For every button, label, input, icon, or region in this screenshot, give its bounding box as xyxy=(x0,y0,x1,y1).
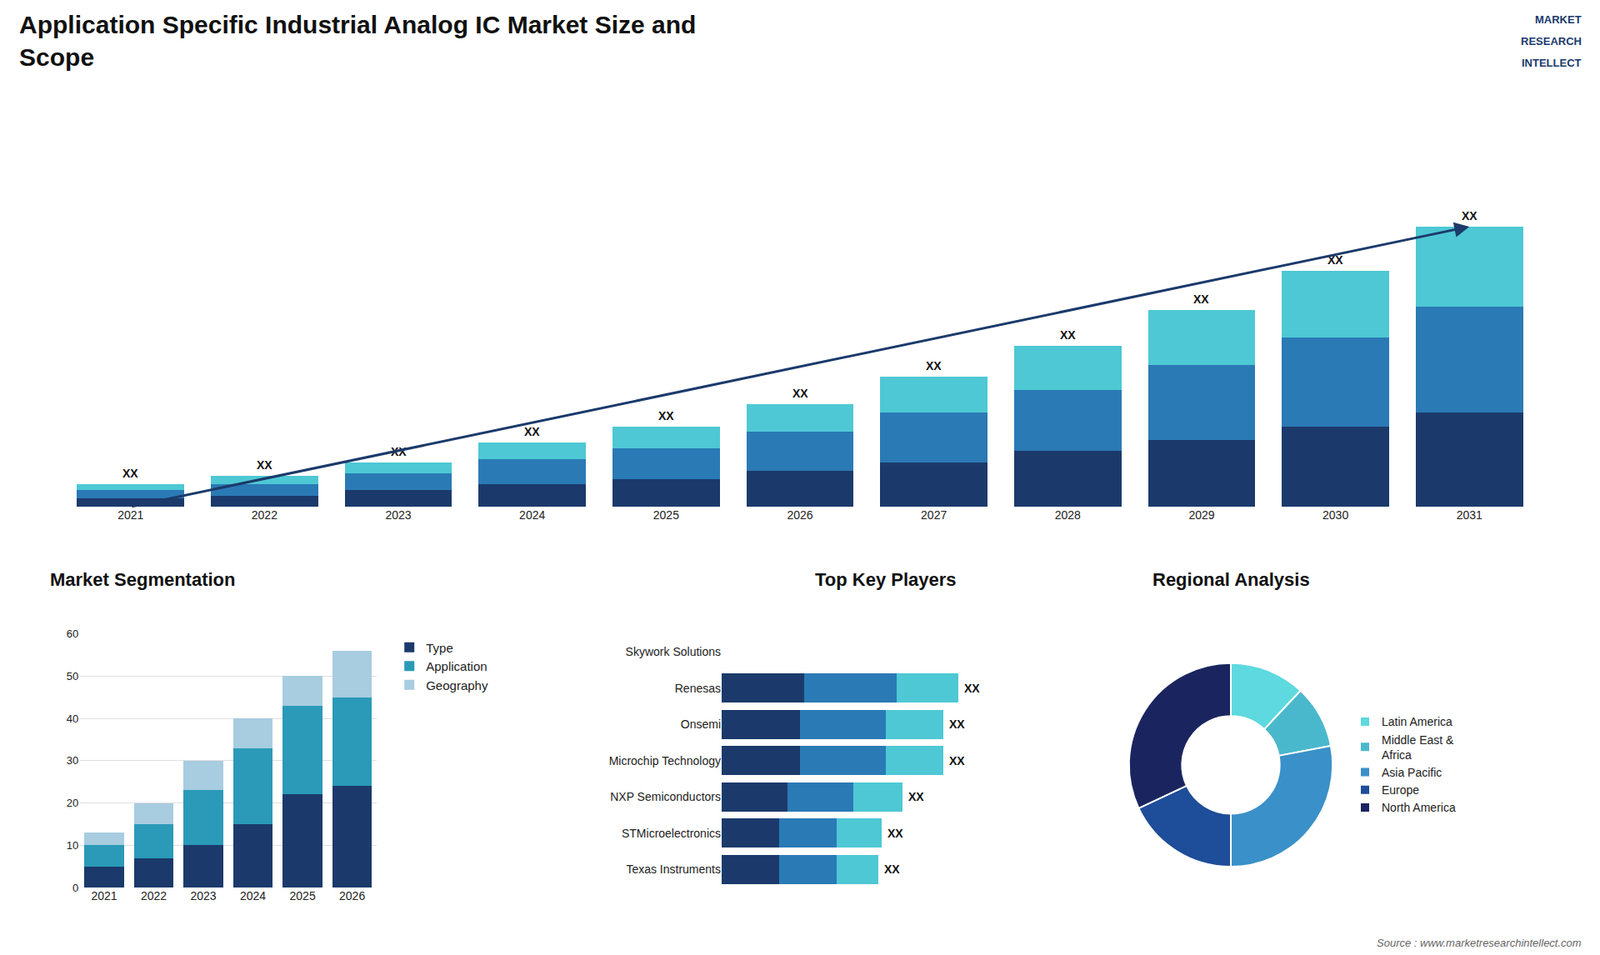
svg-text:Geography: Geography xyxy=(425,678,489,693)
svg-text:2024: 2024 xyxy=(519,508,545,522)
svg-text:XX: XX xyxy=(122,466,139,480)
svg-text:Texas Instruments: Texas Instruments xyxy=(625,862,721,876)
svg-text:XX: XX xyxy=(792,386,809,400)
svg-text:Latin America: Latin America xyxy=(1381,715,1453,729)
svg-text:Type: Type xyxy=(425,640,454,655)
svg-text:Application Specific Industria: Application Specific Industrial Analog I… xyxy=(19,10,696,71)
svg-text:XX: XX xyxy=(949,717,965,731)
svg-text:2023: 2023 xyxy=(385,508,411,522)
svg-text:2024: 2024 xyxy=(240,889,266,903)
svg-text:XX: XX xyxy=(658,409,675,423)
svg-text:2029: 2029 xyxy=(1188,508,1215,522)
svg-text:2023: 2023 xyxy=(190,889,216,903)
svg-text:XX: XX xyxy=(1327,253,1344,267)
svg-text:XX: XX xyxy=(964,681,980,695)
svg-text:2028: 2028 xyxy=(1055,508,1081,522)
svg-text:2021: 2021 xyxy=(117,508,144,522)
svg-text:2027: 2027 xyxy=(920,508,947,522)
svg-text:XX: XX xyxy=(390,445,407,459)
svg-text:Europe: Europe xyxy=(1381,783,1420,797)
svg-text:50: 50 xyxy=(66,670,79,683)
svg-text:2026: 2026 xyxy=(786,508,813,522)
svg-text:Market Segmentation: Market Segmentation xyxy=(50,569,236,590)
svg-text:INTELLECT: INTELLECT xyxy=(1521,56,1582,70)
svg-text:0: 0 xyxy=(72,881,79,895)
svg-text:XX: XX xyxy=(949,754,965,768)
svg-text:Skywork Solutions: Skywork Solutions xyxy=(625,645,721,659)
svg-text:Microchip Technology: Microchip Technology xyxy=(609,754,721,768)
svg-text:30: 30 xyxy=(66,754,79,767)
svg-text:Regional Analysis: Regional Analysis xyxy=(1152,569,1310,590)
svg-text:40: 40 xyxy=(66,712,79,725)
svg-text:XX: XX xyxy=(1461,209,1478,223)
svg-text:2022: 2022 xyxy=(251,508,278,522)
svg-text:10: 10 xyxy=(66,839,79,852)
svg-text:Asia Pacific: Asia Pacific xyxy=(1381,765,1442,780)
svg-text:North America: North America xyxy=(1381,800,1456,815)
svg-text:Application: Application xyxy=(425,659,487,674)
svg-text:XX: XX xyxy=(256,458,273,472)
svg-text:Middle East &Africa: Middle East &Africa xyxy=(1381,733,1455,762)
svg-text:Renesas: Renesas xyxy=(675,681,721,695)
svg-text:XX: XX xyxy=(908,790,925,804)
svg-text:2022: 2022 xyxy=(140,889,167,903)
svg-text:2021: 2021 xyxy=(90,889,117,903)
svg-text:2025: 2025 xyxy=(290,889,316,903)
svg-text:STMicroelectronics: STMicroelectronics xyxy=(621,826,721,840)
svg-text:Source : www.marketresearchint: Source : www.marketresearchintellect.com xyxy=(1376,936,1582,950)
svg-text:Onsemi: Onsemi xyxy=(680,717,721,731)
svg-text:RESEARCH: RESEARCH xyxy=(1520,35,1582,48)
svg-text:2025: 2025 xyxy=(653,508,680,522)
svg-text:2030: 2030 xyxy=(1322,508,1349,522)
svg-text:XX: XX xyxy=(887,826,904,840)
svg-text:XX: XX xyxy=(1193,292,1210,306)
svg-text:XX: XX xyxy=(524,425,540,439)
svg-text:2031: 2031 xyxy=(1456,508,1483,522)
svg-text:20: 20 xyxy=(66,796,79,810)
svg-text:Top Key Players: Top Key Players xyxy=(815,569,957,590)
svg-text:XX: XX xyxy=(1060,328,1076,342)
svg-text:XX: XX xyxy=(884,862,900,876)
svg-text:XX: XX xyxy=(925,359,942,373)
svg-text:60: 60 xyxy=(66,627,79,640)
svg-text:NXP Semiconductors: NXP Semiconductors xyxy=(610,790,721,804)
svg-text:MARKET: MARKET xyxy=(1535,13,1582,26)
svg-text:2026: 2026 xyxy=(339,889,365,903)
